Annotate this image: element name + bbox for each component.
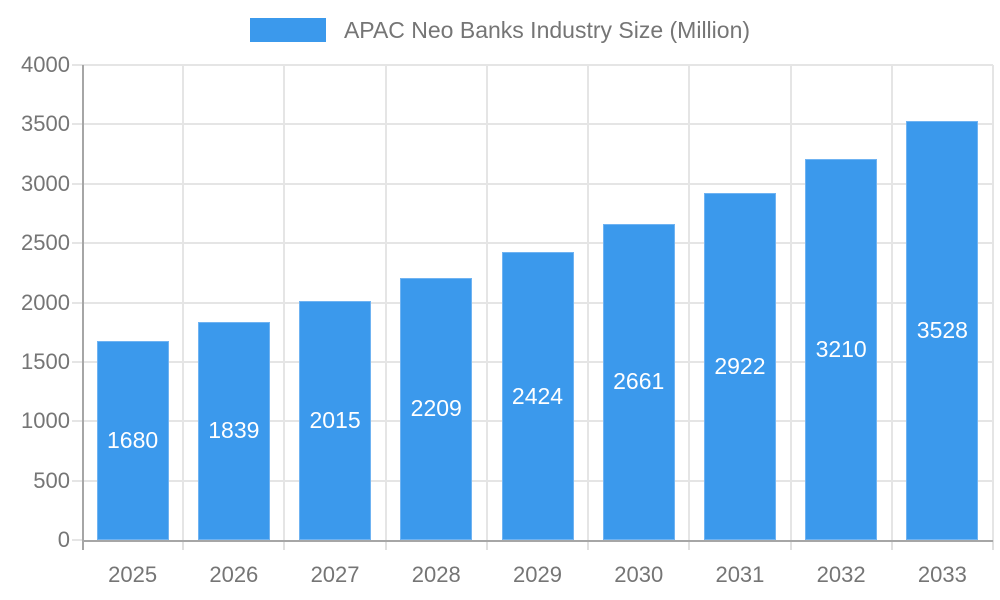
x-axis-label: 2028 bbox=[411, 562, 461, 587]
bar-2033[interactable]: 3528 bbox=[906, 121, 979, 540]
x-axis-tick bbox=[384, 540, 387, 550]
x-axis-tick bbox=[688, 540, 691, 550]
gridline-horizontal bbox=[82, 123, 993, 126]
x-axis-label: 2027 bbox=[310, 562, 360, 587]
x-axis-tick bbox=[992, 540, 994, 550]
bar-value-label: 3210 bbox=[815, 335, 867, 362]
y-axis-label: 3500 bbox=[21, 111, 70, 137]
y-axis-tick bbox=[72, 242, 82, 245]
x-axis-tick bbox=[789, 540, 792, 550]
y-axis-label: 4000 bbox=[21, 52, 70, 77]
plot-area: 0 500 1000 1500 2000 2500 3000 3500 4000 1680 2025… bbox=[21, 52, 994, 587]
gridline-horizontal bbox=[82, 64, 993, 66]
y-axis-tick bbox=[72, 479, 82, 482]
bar-2031[interactable]: 2922 bbox=[703, 193, 776, 540]
y-axis-tick bbox=[72, 360, 82, 363]
gridline-vertical bbox=[789, 65, 792, 540]
y-axis-tick bbox=[72, 420, 82, 423]
bar-value-label: 2424 bbox=[511, 382, 564, 409]
x-axis-label: 2026 bbox=[209, 562, 259, 587]
gridline-vertical bbox=[587, 65, 590, 540]
bar-value-label: 2922 bbox=[714, 352, 766, 379]
bar-2027[interactable]: 2015 bbox=[299, 300, 372, 540]
bar-value-label: 2015 bbox=[309, 406, 361, 433]
bar-2032[interactable]: 3210 bbox=[805, 158, 878, 540]
x-axis-tick bbox=[182, 540, 185, 550]
x-axis-label: 2032 bbox=[816, 562, 866, 587]
x-axis-label: 2030 bbox=[614, 562, 664, 587]
gridline-vertical bbox=[890, 65, 893, 540]
gridline-horizontal bbox=[82, 182, 993, 185]
bar-2030[interactable]: 2661 bbox=[602, 224, 675, 540]
bar-2028[interactable]: 2209 bbox=[400, 277, 473, 540]
x-axis-tick bbox=[587, 540, 590, 550]
legend[interactable]: APAC Neo Banks Industry Size (Million) bbox=[0, 16, 1000, 44]
gridline-vertical bbox=[688, 65, 691, 540]
bar-2029[interactable]: 2424 bbox=[501, 252, 574, 540]
y-axis-label: 3000 bbox=[21, 170, 70, 196]
y-axis-tick bbox=[72, 539, 82, 541]
gridline-vertical bbox=[485, 65, 488, 540]
y-axis-tick bbox=[72, 301, 82, 304]
gridline-vertical bbox=[182, 65, 185, 540]
bar-value-label: 1680 bbox=[107, 426, 159, 453]
gridline-vertical bbox=[384, 65, 387, 540]
gridline-vertical bbox=[992, 65, 994, 540]
y-axis-line bbox=[82, 65, 84, 550]
gridline-horizontal bbox=[82, 242, 993, 245]
y-axis-label: 1000 bbox=[21, 408, 70, 434]
x-axis-line bbox=[82, 540, 993, 542]
bar-2026[interactable]: 1839 bbox=[197, 321, 270, 540]
bar-value-label: 3528 bbox=[916, 317, 968, 344]
y-axis-tick bbox=[72, 182, 82, 185]
y-axis-label: 2500 bbox=[21, 230, 70, 256]
y-axis-label: 0 bbox=[57, 527, 70, 552]
bar-value-label: 2661 bbox=[613, 368, 665, 395]
gridline-vertical bbox=[283, 65, 286, 540]
y-axis-label: 2000 bbox=[21, 289, 70, 315]
legend-swatch bbox=[249, 18, 326, 42]
bar-value-label: 1839 bbox=[208, 417, 260, 444]
legend-label: APAC Neo Banks Industry Size (Million) bbox=[343, 16, 751, 43]
y-axis-tick bbox=[72, 64, 82, 66]
x-axis-tick bbox=[283, 540, 286, 550]
x-axis-tick bbox=[890, 540, 893, 550]
y-axis-label: 1500 bbox=[21, 348, 70, 374]
y-axis-tick bbox=[72, 123, 82, 126]
x-axis-label: 2031 bbox=[715, 562, 765, 587]
bar-value-label: 2209 bbox=[410, 395, 462, 422]
x-axis-label: 2033 bbox=[917, 562, 967, 587]
bar-2025[interactable]: 1680 bbox=[96, 340, 169, 540]
y-axis-label: 500 bbox=[33, 467, 70, 493]
x-axis-tick bbox=[485, 540, 488, 550]
x-axis-label: 2025 bbox=[108, 562, 158, 587]
x-axis-label: 2029 bbox=[513, 562, 562, 587]
